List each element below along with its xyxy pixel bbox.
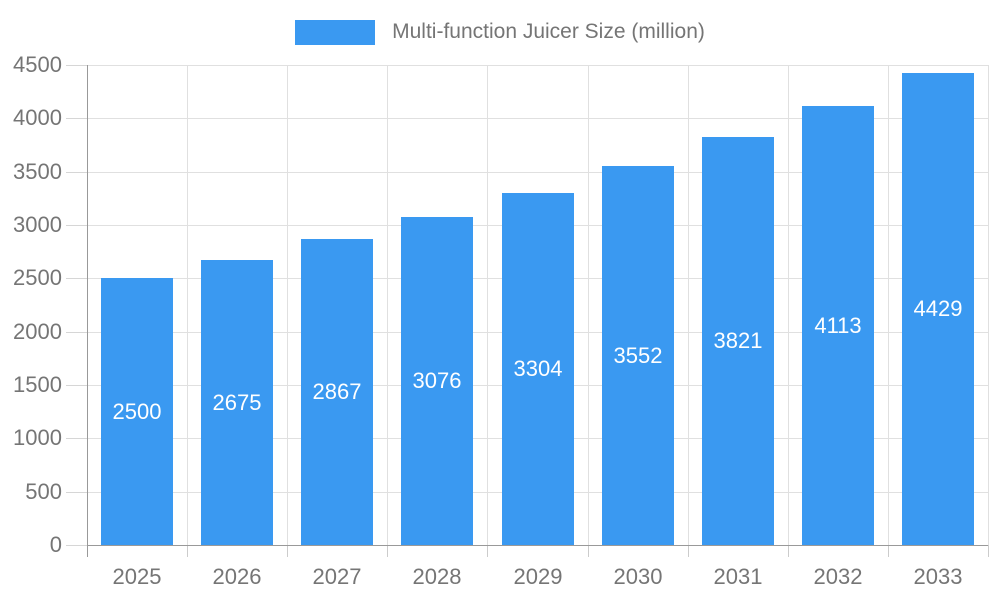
x-tick	[988, 545, 989, 557]
y-tick	[66, 438, 87, 439]
x-gridline	[187, 65, 188, 545]
y-gridline	[87, 172, 988, 173]
y-tick	[66, 278, 87, 279]
bar-value-label: 2675	[212, 390, 262, 415]
bar: 3304	[502, 193, 574, 545]
y-tick	[66, 172, 87, 173]
bar-value-label: 3304	[513, 356, 563, 381]
x-tick	[788, 545, 789, 557]
y-gridline	[87, 65, 988, 66]
x-tick	[287, 545, 288, 557]
x-axis-label: 2028	[412, 564, 462, 589]
x-axis-label: 2026	[212, 564, 262, 589]
x-tick	[187, 545, 188, 557]
y-tick	[66, 332, 87, 333]
x-tick	[588, 545, 589, 557]
bar-value-label: 2500	[112, 399, 162, 424]
y-axis-label: 1000	[13, 425, 62, 450]
legend-swatch	[295, 19, 376, 45]
y-axis-label: 4500	[13, 52, 62, 77]
bar: 3076	[401, 217, 473, 545]
bar: 3821	[702, 137, 774, 545]
x-tick	[387, 545, 388, 557]
x-gridline	[588, 65, 589, 545]
bar-value-label: 4429	[913, 296, 963, 321]
bar: 3552	[602, 166, 674, 545]
y-axis-label: 0	[49, 532, 62, 557]
x-axis-label: 2029	[513, 564, 563, 589]
y-tick	[66, 385, 87, 386]
legend-label: Multi-function Juicer Size (million)	[392, 20, 705, 43]
x-gridline	[888, 65, 889, 545]
y-axis-label: 2500	[13, 265, 62, 290]
bar-value-label: 2867	[312, 379, 362, 404]
bar-value-label: 3076	[412, 368, 462, 393]
y-tick	[66, 492, 87, 493]
x-gridline	[788, 65, 789, 545]
y-axis-line	[87, 65, 88, 557]
y-axis-label: 3000	[13, 212, 62, 237]
bar: 2867	[301, 239, 373, 545]
x-axis-line	[87, 545, 988, 546]
y-tick	[66, 65, 87, 66]
x-gridline	[688, 65, 689, 545]
x-axis-label: 2027	[312, 564, 362, 589]
x-axis-label: 2025	[112, 564, 162, 589]
y-tick	[66, 545, 87, 546]
y-axis-label: 3500	[13, 159, 62, 184]
x-gridline	[387, 65, 388, 545]
x-tick	[888, 545, 889, 557]
bar-value-label: 3552	[613, 343, 663, 368]
y-tick	[66, 118, 87, 119]
legend[interactable]: Multi-function Juicer Size (million)	[0, 19, 1000, 45]
x-tick	[487, 545, 488, 557]
x-axis-label: 2031	[713, 564, 763, 589]
x-axis-label: 2032	[813, 564, 863, 589]
y-axis-label: 1500	[13, 372, 62, 397]
x-gridline	[487, 65, 488, 545]
y-axis-label: 500	[25, 479, 62, 504]
bar: 2675	[201, 260, 273, 545]
x-gridline	[988, 65, 989, 545]
x-gridline	[287, 65, 288, 545]
y-tick	[66, 225, 87, 226]
y-gridline	[87, 118, 988, 119]
x-axis-label: 2033	[913, 564, 963, 589]
bar-value-label: 3821	[713, 328, 763, 353]
y-axis-label: 4000	[13, 105, 62, 130]
bar: 4429	[902, 73, 974, 545]
y-axis-label: 2000	[13, 319, 62, 344]
x-axis-label: 2030	[613, 564, 663, 589]
x-tick	[688, 545, 689, 557]
bar-value-label: 4113	[814, 313, 862, 338]
bar: 2500	[101, 278, 173, 545]
bar: 4113	[802, 106, 874, 545]
